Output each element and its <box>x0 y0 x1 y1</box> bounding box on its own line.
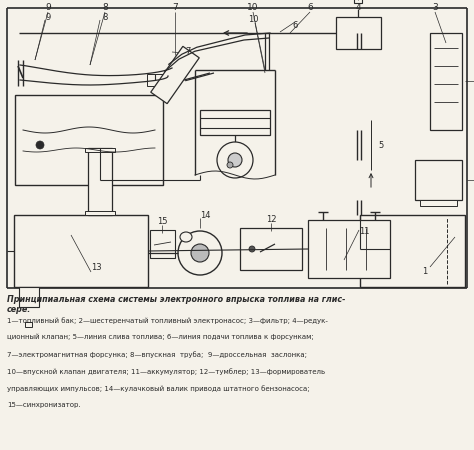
Text: 7: 7 <box>185 48 191 57</box>
Text: 9: 9 <box>45 4 51 13</box>
Text: управляющих импульсов; 14—кулачковый валик привода штатного бензонасоса;: управляющих импульсов; 14—кулачковый вал… <box>7 385 310 392</box>
Bar <box>15 95 163 185</box>
Polygon shape <box>151 46 199 104</box>
Bar <box>415 160 462 200</box>
Ellipse shape <box>180 232 192 242</box>
Text: 14: 14 <box>200 211 210 220</box>
Bar <box>354 0 362 3</box>
Bar <box>240 228 302 270</box>
Circle shape <box>36 141 44 149</box>
Bar <box>88 148 112 215</box>
Text: 9: 9 <box>46 14 51 22</box>
Text: 1—топливный бак; 2—шестеренчатый топливный электронасос; 3—фильтр; 4—редук-: 1—топливный бак; 2—шестеренчатый топливн… <box>7 317 328 324</box>
Bar <box>85 148 115 152</box>
Text: 10—впускной клапан двигателя; 11—аккумулятор; 12—тумблер; 13—формирователь: 10—впускной клапан двигателя; 11—аккумул… <box>7 368 325 375</box>
Text: 8: 8 <box>102 4 108 13</box>
Text: 4: 4 <box>355 4 361 13</box>
Text: 12: 12 <box>266 216 276 225</box>
Text: 10: 10 <box>247 4 259 13</box>
Text: 13: 13 <box>91 262 101 271</box>
Circle shape <box>228 153 242 167</box>
Text: 4: 4 <box>346 0 351 1</box>
Bar <box>360 215 465 287</box>
Bar <box>147 74 163 86</box>
Bar <box>14 215 148 287</box>
Text: Принципиальная схема системы электронного впрыска топлива на глис-
сере.: Принципиальная схема системы электронног… <box>7 295 346 315</box>
Bar <box>150 230 175 258</box>
Bar <box>25 322 32 327</box>
Text: 6: 6 <box>292 22 298 31</box>
Circle shape <box>227 162 233 168</box>
Text: 7: 7 <box>172 4 178 13</box>
Text: 6: 6 <box>307 4 313 13</box>
Bar <box>420 200 457 206</box>
Text: 10: 10 <box>248 15 258 24</box>
Text: 11: 11 <box>359 228 369 237</box>
Bar <box>85 211 115 215</box>
Circle shape <box>178 231 222 275</box>
Text: 5: 5 <box>378 140 383 149</box>
Text: 3: 3 <box>432 4 438 13</box>
Circle shape <box>217 142 253 178</box>
Bar <box>336 17 381 49</box>
Bar <box>200 110 270 135</box>
Circle shape <box>191 244 209 262</box>
Bar <box>19 287 39 307</box>
Text: 7—электромагнитная форсунка; 8—впускная  труба;  9—дроссельная  заслонка;: 7—электромагнитная форсунка; 8—впускная … <box>7 351 307 358</box>
Text: 1: 1 <box>422 267 428 276</box>
Circle shape <box>249 246 255 252</box>
Bar <box>308 220 390 278</box>
Text: 8: 8 <box>102 14 108 22</box>
Text: 15—синхронизатор.: 15—синхронизатор. <box>7 402 81 408</box>
Bar <box>430 33 462 130</box>
Text: ционный клапан; 5—линия слива топлива; 6—линия подачи топлива к форсункам;: ционный клапан; 5—линия слива топлива; 6… <box>7 334 314 341</box>
Text: 15: 15 <box>157 217 167 226</box>
